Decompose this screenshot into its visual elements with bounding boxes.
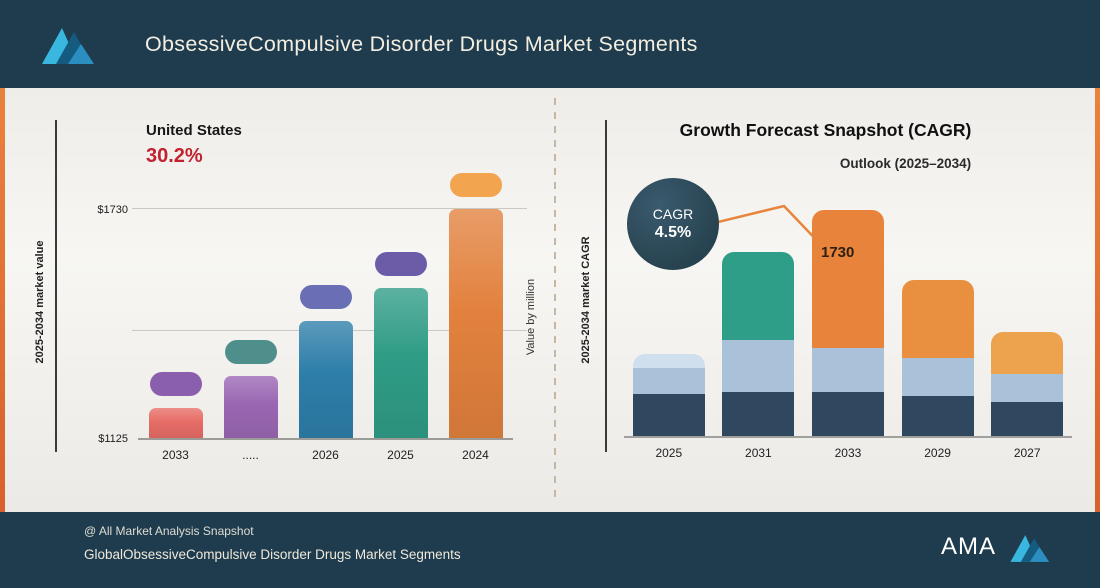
cagr-subtitle: Outlook (2025–2034) [839, 156, 972, 171]
bar-segment [448, 209, 503, 438]
cagr-bars [624, 188, 1072, 436]
segment-base [632, 394, 705, 436]
us-x-labels: 2033..... 2026 2025 2024 [138, 448, 513, 462]
ama-logo [42, 28, 94, 64]
peak-value-label: 1730 [821, 244, 855, 261]
value-by-million-label: Value by million [525, 278, 537, 356]
page-title: ObsessiveCompulsive Disorder Drugs Marke… [145, 32, 698, 56]
x-tick-label: 2025 [655, 446, 683, 460]
cagr-y-axis-label: 2025-2034 market CAGR [580, 236, 592, 364]
x-tick-label: 2024 [462, 448, 489, 462]
segment-top [991, 332, 1064, 374]
cagr-bar-2027 [991, 188, 1064, 436]
segment-mid [632, 368, 705, 394]
y-tick-label: $1125 [98, 433, 128, 445]
bar-cap [449, 173, 502, 197]
footer-line1: @ All Market Analysis Snapshot [84, 524, 254, 538]
segment-mid [722, 340, 795, 392]
x-tick-label: 2033 [162, 448, 189, 462]
segment-base [991, 402, 1064, 436]
bar-cap [149, 372, 202, 396]
cagr-bar-2033 [811, 188, 884, 436]
bar-cap [224, 340, 277, 364]
us-title: United States [146, 122, 242, 139]
cagr-axis-line [605, 120, 607, 452]
header: ObsessiveCompulsive Disorder Drugs Marke… [0, 0, 1100, 88]
us-bar-..... [223, 160, 278, 438]
x-tick-label: 2027 [1013, 446, 1041, 460]
us-bar-2024 [448, 160, 503, 438]
left-y-axis-label: 2025-2034 market value [34, 240, 46, 364]
segment-top [722, 252, 795, 340]
cagr-badge-value: 4.5% [654, 224, 692, 241]
footer-brand-text: AMA [940, 533, 996, 560]
bar-cap [374, 252, 427, 276]
cagr-x-labels: 2025 2031 2033 2029 2027 [624, 446, 1072, 460]
left-accent-bar [0, 88, 5, 512]
segment-base [811, 392, 884, 436]
us-bar-2025 [373, 160, 428, 438]
segment-top [901, 280, 974, 358]
us-plot: $1730 $1125 [97, 160, 527, 445]
us-header: United States 30.2% [146, 122, 242, 168]
cagr-badge-label: CAGR [652, 206, 694, 222]
us-growth-value: 30.2% [146, 145, 203, 167]
x-tick-label: 2026 [312, 448, 339, 462]
x-tick-label: ..... [242, 448, 259, 462]
right-accent-bar [1095, 88, 1100, 512]
segment-mid [811, 348, 884, 392]
cagr-title: Growth Forecast Snapshot (CAGR) [679, 120, 972, 140]
segment-top [632, 354, 705, 368]
segment-base [901, 396, 974, 436]
footer-text: @ All Market Analysis Snapshot GlobalObs… [84, 524, 461, 562]
bar-segment [373, 288, 428, 438]
cagr-chart: Growth Forecast Snapshot (CAGR) Outlook … [568, 108, 1083, 498]
panel-divider [554, 98, 556, 500]
x-tick-label: 2025 [387, 448, 414, 462]
cagr-plot [624, 188, 1072, 438]
bar-cap [299, 285, 352, 309]
bar-segment [223, 376, 278, 438]
segment-top [811, 210, 884, 348]
cagr-bar-2025 [632, 188, 705, 436]
cagr-bar-2031 [722, 188, 795, 436]
footer: @ All Market Analysis Snapshot GlobalObs… [0, 512, 1100, 588]
ama-logo-footer [1010, 535, 1050, 562]
x-tick-label: 2031 [745, 446, 772, 460]
us-bars [138, 160, 513, 438]
footer-line2: GlobalObsessiveCompulsive Disorder Drugs… [84, 547, 461, 562]
left-axis-line [55, 120, 57, 452]
gridline [132, 208, 527, 209]
bar-segment [148, 408, 203, 438]
segment-mid [991, 374, 1064, 402]
cagr-badge: CAGR 4.5% [627, 178, 719, 270]
footer-brand: AMA [941, 528, 1058, 566]
us-bar-2033 [148, 160, 203, 438]
x-tick-label: 2033 [834, 446, 862, 460]
segment-mid [901, 358, 974, 396]
us-market-chart: 2025-2034 market value United States 30.… [28, 108, 537, 498]
content: 2025-2034 market value United States 30.… [0, 88, 1100, 512]
y-tick-label: $1730 [97, 204, 128, 216]
segment-base [722, 392, 795, 436]
cagr-bar-2029 [901, 188, 974, 436]
us-bar-2026 [298, 160, 353, 438]
badge-connector-line [718, 204, 827, 251]
x-tick-label: 2029 [924, 446, 951, 460]
bar-segment [298, 321, 353, 438]
